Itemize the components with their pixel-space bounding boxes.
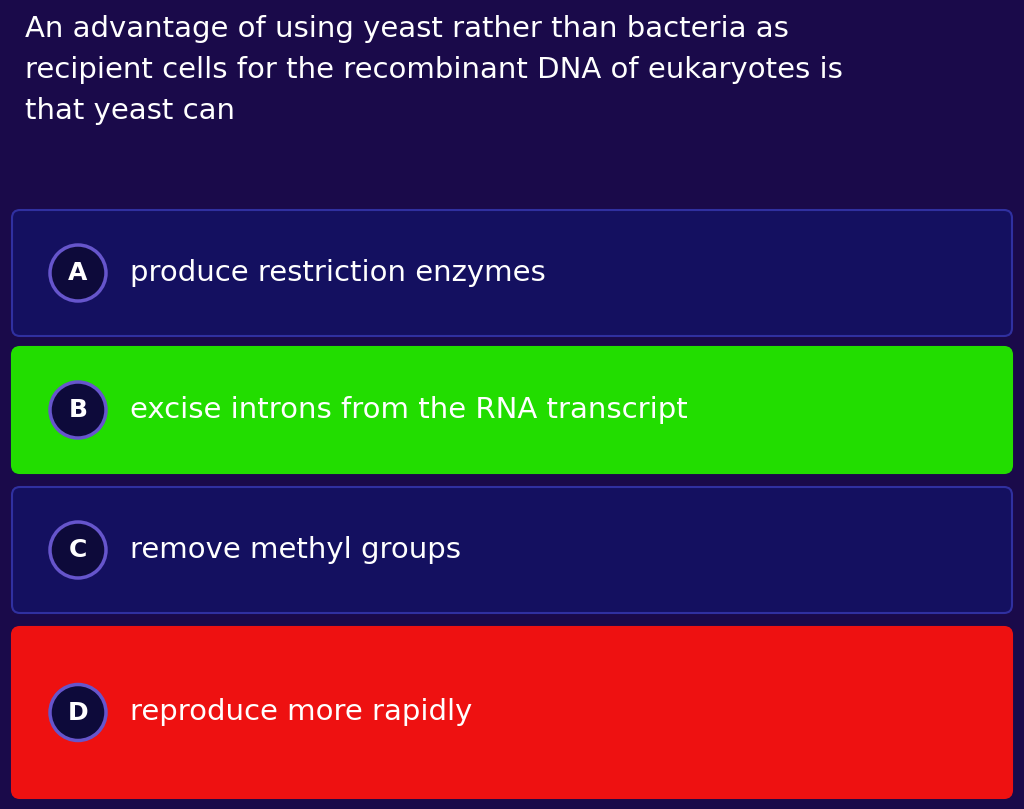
FancyBboxPatch shape [12,210,1012,336]
FancyBboxPatch shape [12,487,1012,613]
Circle shape [50,522,106,578]
Text: C: C [69,538,87,562]
Text: A: A [69,261,88,285]
Text: An advantage of using yeast rather than bacteria as
recipient cells for the reco: An advantage of using yeast rather than … [25,15,843,125]
Circle shape [50,684,106,740]
Text: B: B [69,398,87,422]
Circle shape [50,382,106,438]
Text: reproduce more rapidly: reproduce more rapidly [130,698,472,726]
FancyBboxPatch shape [12,347,1012,473]
Circle shape [50,245,106,301]
Text: excise introns from the RNA transcript: excise introns from the RNA transcript [130,396,688,424]
FancyBboxPatch shape [12,627,1012,798]
Text: D: D [68,701,88,725]
Text: remove methyl groups: remove methyl groups [130,536,461,564]
Text: produce restriction enzymes: produce restriction enzymes [130,259,546,287]
